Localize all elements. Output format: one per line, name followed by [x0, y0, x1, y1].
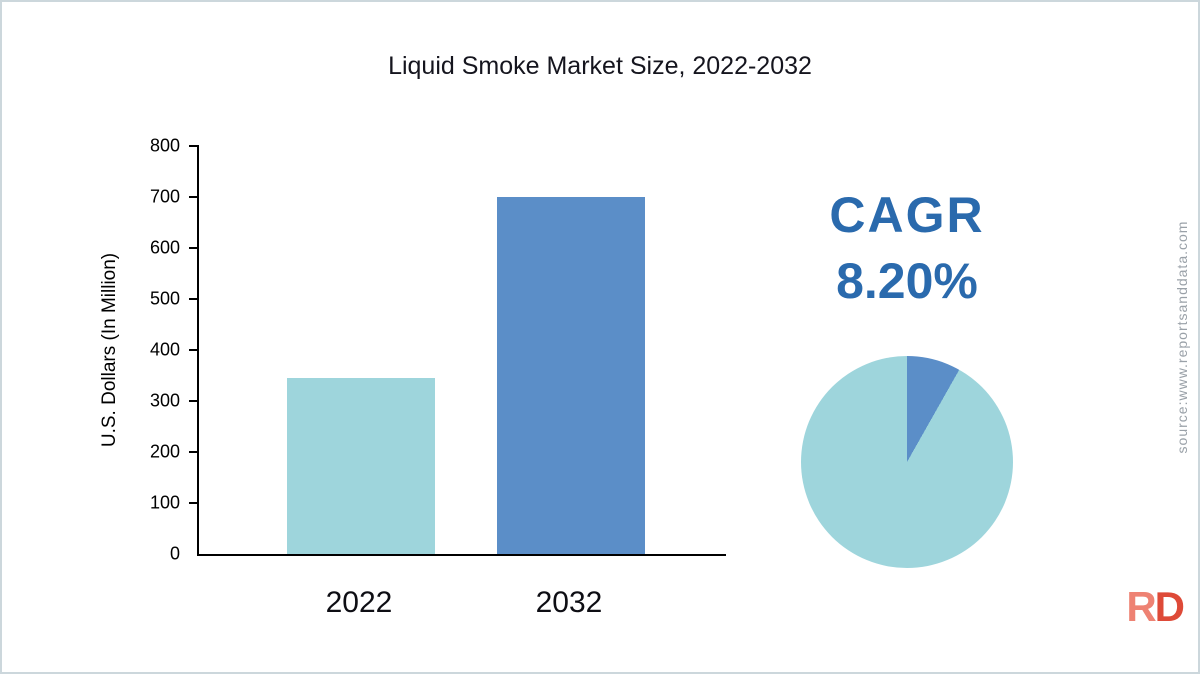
- y-tick-mark: [189, 247, 199, 249]
- bar-plot: [189, 145, 726, 556]
- cagr-label: CAGR: [829, 187, 985, 243]
- y-tick-label: 600: [149, 237, 180, 258]
- y-tick-mark: [189, 451, 199, 453]
- y-tick-mark: [189, 196, 199, 198]
- y-tick-label: 800: [149, 135, 180, 156]
- y-tick-mark: [189, 145, 199, 147]
- y-tick-mark: [189, 349, 199, 351]
- chart-title: Liquid Smoke Market Size, 2022-2032: [388, 52, 812, 80]
- logo-letter-r: R: [1126, 583, 1156, 630]
- y-tick-mark: [189, 400, 199, 402]
- y-tick-label: 300: [149, 390, 180, 411]
- x-axis-label-2022: 2022: [325, 586, 393, 619]
- y-tick-label: 100: [149, 492, 180, 513]
- y-tick-label: 700: [149, 186, 180, 207]
- cagr-block: CAGR 8.20%: [790, 190, 1024, 306]
- y-tick-label: 0: [169, 543, 180, 564]
- cagr-pie: [801, 356, 1013, 568]
- bar-2022: [287, 378, 435, 554]
- logo-letter-d: D: [1154, 583, 1185, 630]
- cagr-value: 8.20%: [836, 253, 978, 309]
- y-tick-mark: [189, 502, 199, 504]
- y-axis-labels: 0 100 200 300 400 500 600 700 800: [2, 136, 188, 564]
- source-note: source:www.reportsanddata.com: [1174, 220, 1190, 454]
- reportsanddata-logo: RD: [1126, 583, 1185, 630]
- x-axis-label-2032: 2032: [535, 586, 603, 619]
- bar-2032: [497, 197, 645, 554]
- y-tick-mark: [189, 298, 199, 300]
- y-tick-label: 500: [149, 288, 180, 309]
- y-tick-label: 200: [149, 441, 180, 462]
- y-tick-label: 400: [149, 339, 180, 360]
